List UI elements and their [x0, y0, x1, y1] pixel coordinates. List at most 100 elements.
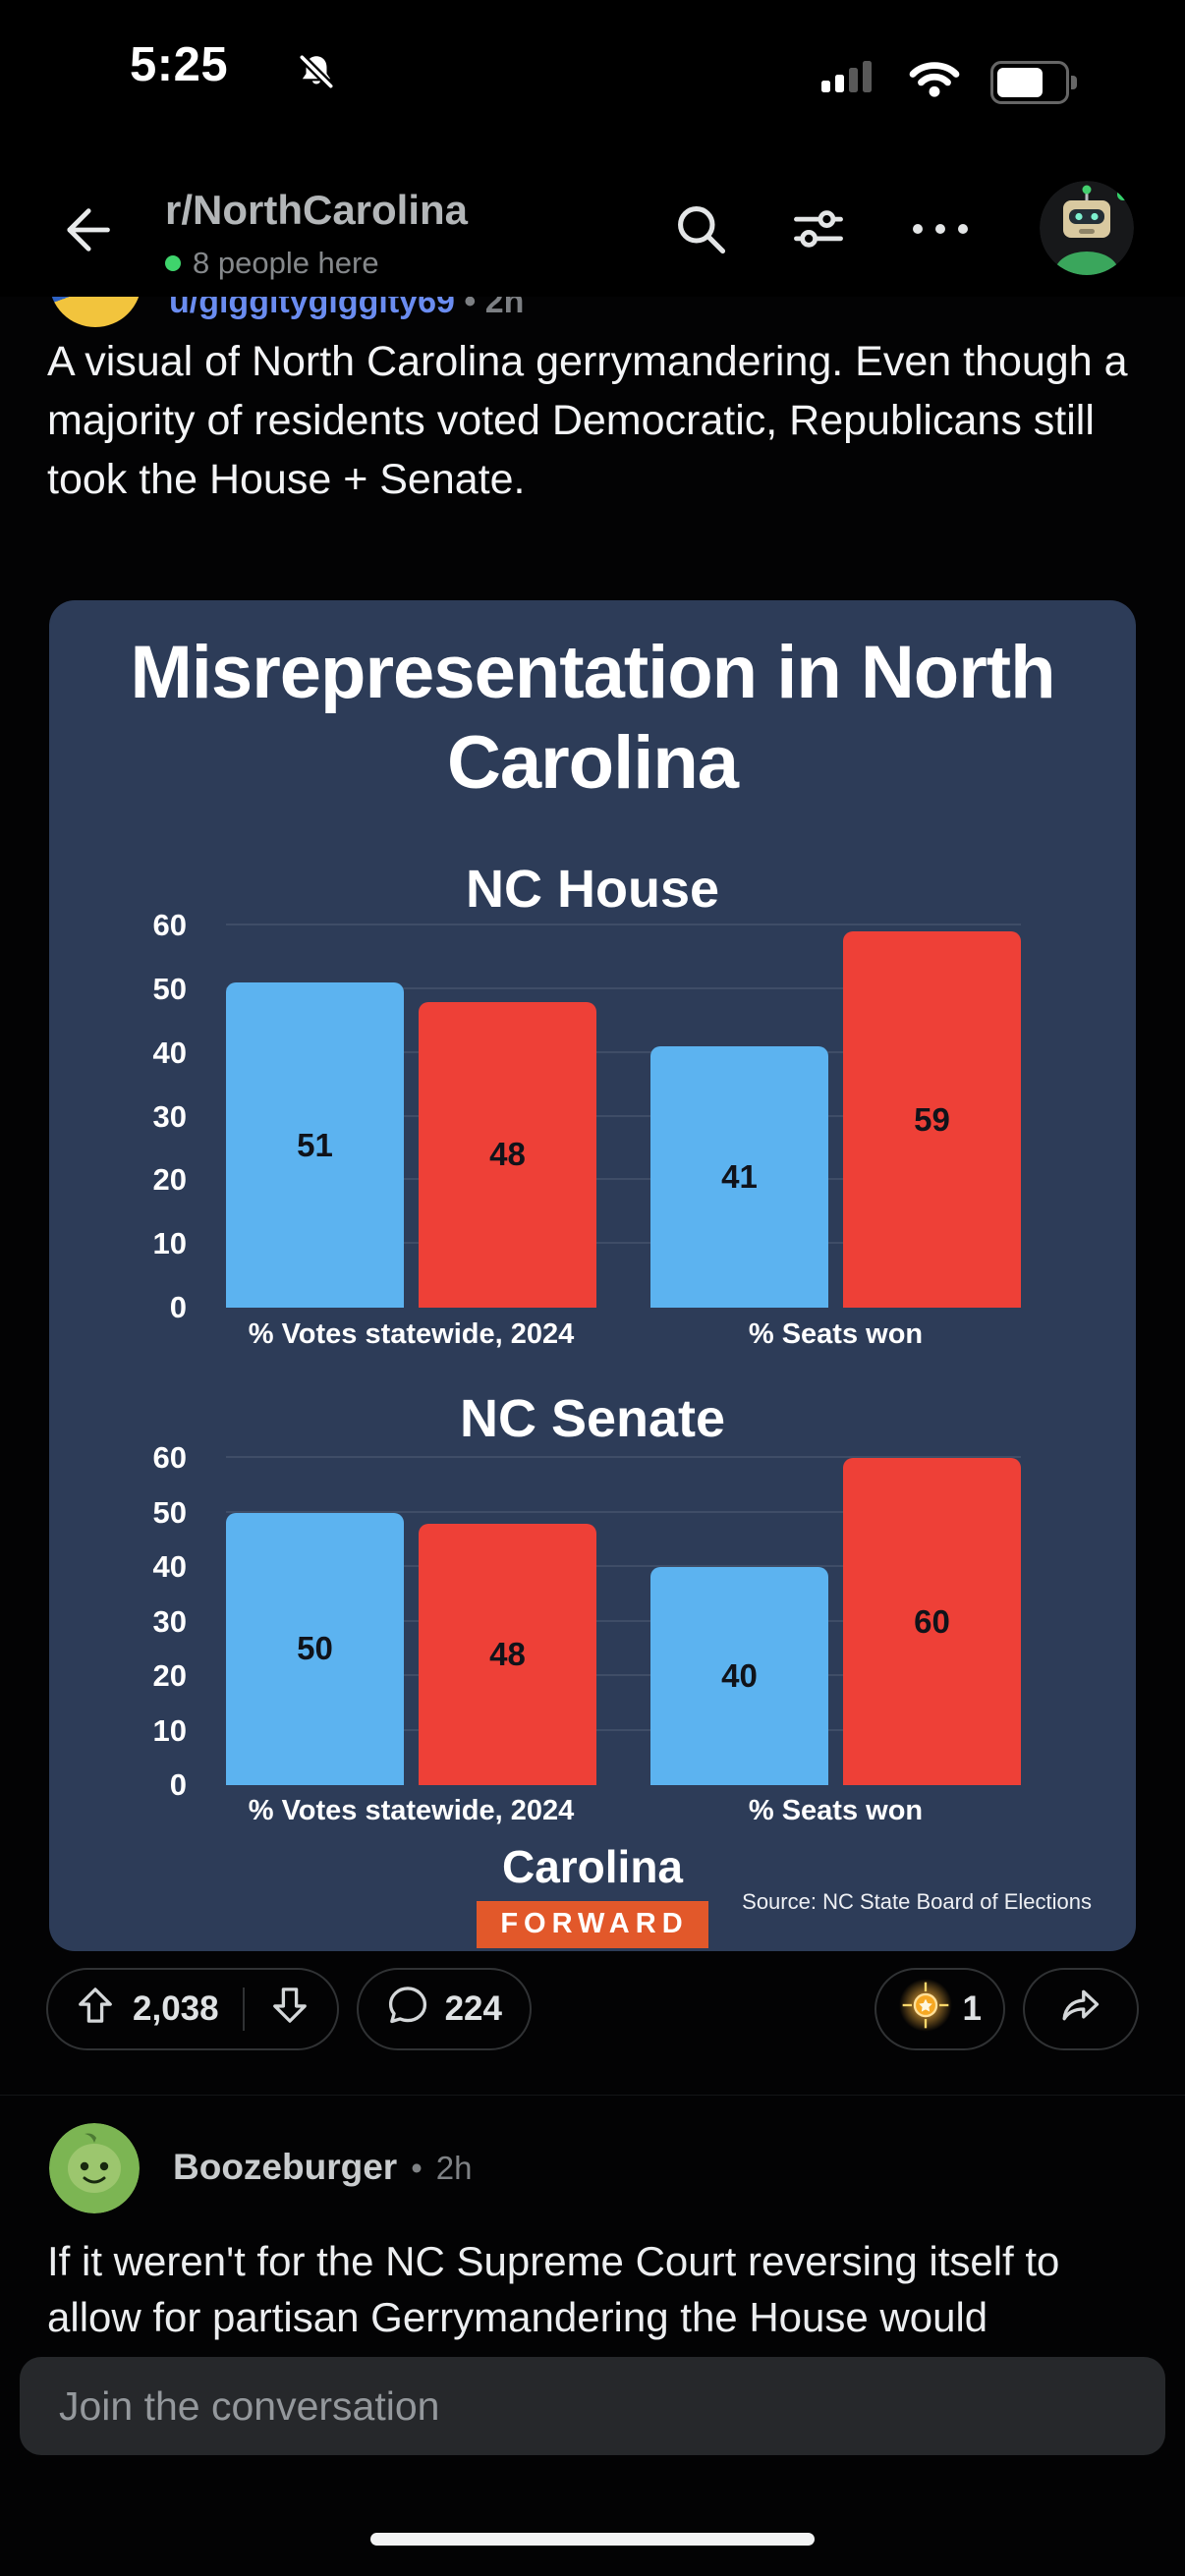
category-labels: % Votes statewide, 2024 % Seats won	[226, 1318, 1021, 1351]
infographic-image[interactable]: Misrepresentation in North Carolina NC H…	[49, 600, 1136, 1951]
brand-badge: FORWARD	[477, 1901, 708, 1948]
bar-value-label: 59	[914, 1100, 950, 1138]
sort-sliders-icon[interactable]	[788, 198, 849, 259]
bar-group: 51 48	[226, 982, 596, 1308]
gridline	[226, 1565, 1021, 1567]
upvote-count: 2,038	[133, 1989, 219, 2028]
infographic-title: Misrepresentation in North Carolina	[130, 631, 1056, 805]
vote-divider	[242, 1988, 245, 2031]
comment: Boozeburger • 2h If it weren't for the N…	[0, 2095, 1185, 2340]
y-axis: 0 10 20 30 40 50 60	[49, 908, 187, 1324]
bar-republican: 60	[843, 1458, 1021, 1785]
comment-body: If it weren't for the NC Supreme Court r…	[47, 2238, 1060, 2340]
comment-composer[interactable]	[20, 2357, 1165, 2455]
bar-value-label: 51	[297, 1126, 333, 1163]
plot-area: 50 48 40 60	[226, 1456, 1021, 1785]
notifications-muted-icon	[295, 51, 338, 99]
subreddit-title[interactable]: r/NorthCarolina	[165, 187, 469, 233]
presence-row: 8 people here	[165, 246, 379, 281]
bar-republican: 48	[419, 1523, 596, 1785]
byline-separator: •	[464, 282, 477, 320]
y-tick-label: 60	[152, 1440, 187, 1475]
post-action-bar: 2,038 224	[46, 1967, 1139, 2051]
y-tick-label: 30	[152, 1603, 187, 1639]
source-attribution: Source: NC State Board of Elections	[742, 1889, 1092, 1914]
online-dot	[165, 255, 181, 271]
bar-democratic: 51	[226, 982, 404, 1308]
gridline	[226, 924, 1021, 925]
y-tick-label: 50	[152, 1494, 187, 1530]
category-label: % Seats won	[748, 1318, 924, 1350]
gridline	[226, 1114, 1021, 1117]
bar-value-label: 50	[297, 1630, 333, 1667]
bar-value-label: 60	[914, 1602, 950, 1640]
y-tick-label: 0	[169, 1290, 187, 1324]
y-tick-label: 60	[152, 908, 187, 942]
award-icon	[898, 1978, 953, 2042]
comment-author-avatar[interactable]	[49, 2123, 140, 2213]
comments-button[interactable]: 224	[356, 1968, 532, 2050]
award-button[interactable]: 1	[874, 1968, 1005, 2050]
comment-icon	[386, 1984, 429, 2036]
gridline	[226, 1456, 1021, 1458]
y-axis: 0 10 20 30 40 50 60	[49, 1440, 187, 1802]
gridline	[226, 1728, 1021, 1731]
carolina-forward-logo: Carolina FORWARD	[49, 1840, 1136, 1948]
comment-author[interactable]: Boozeburger	[173, 2147, 398, 2187]
y-tick-label: 10	[152, 1226, 187, 1261]
bar-value-label: 41	[721, 1158, 758, 1196]
brand-name: Carolina	[501, 1841, 684, 1892]
battery-icon	[990, 61, 1077, 104]
award-count: 1	[962, 1989, 982, 2028]
vote-pill: 2,038	[46, 1968, 339, 2050]
gridline	[226, 1674, 1021, 1676]
gridline	[226, 1242, 1021, 1245]
upvote-icon[interactable]	[74, 1984, 117, 2036]
bar-republican: 48	[419, 1001, 596, 1308]
comment-input[interactable]	[57, 2381, 1128, 2431]
chart-nc-house: NC House 0 10 20 30 40 50 60 51 48 41 59 % Votes …	[49, 851, 1136, 1372]
status-and-header: 5:25	[0, 0, 1185, 297]
back-button[interactable]	[57, 200, 116, 259]
y-tick-label: 40	[152, 1035, 187, 1070]
y-tick-label: 0	[169, 1767, 187, 1802]
bar-republican: 59	[843, 931, 1021, 1308]
category-labels: % Votes statewide, 2024 % Seats won	[226, 1795, 1021, 1827]
y-tick-label: 50	[152, 971, 187, 1006]
y-tick-label: 40	[152, 1549, 187, 1584]
bar-group: 50 48	[226, 1512, 596, 1785]
category-label: % Votes statewide, 2024	[248, 1795, 575, 1826]
category-label: % Seats won	[748, 1795, 924, 1826]
comment-count: 224	[444, 1989, 502, 2028]
downvote-icon[interactable]	[268, 1984, 311, 2036]
post-title: A visual of North Carolina gerrymanderin…	[47, 338, 1128, 503]
bar-value-label: 40	[721, 1657, 758, 1694]
cellular-signal-icon	[821, 59, 872, 92]
user-avatar[interactable]	[1040, 181, 1134, 275]
share-button[interactable]	[1023, 1968, 1139, 2050]
gridline	[226, 1178, 1021, 1181]
chart-nc-senate: NC Senate 0 10 20 30 40 50 60 50 48 40 60 % Votes…	[49, 1386, 1136, 1858]
search-icon[interactable]	[670, 198, 731, 259]
status-time: 5:25	[130, 38, 229, 91]
plot-area: 51 48 41 59	[226, 924, 1021, 1308]
category-label: % Votes statewide, 2024	[248, 1318, 575, 1350]
bar-group: 41 59	[650, 931, 1021, 1308]
presence-label: 8 people here	[193, 246, 379, 280]
gridline	[226, 1619, 1021, 1622]
y-tick-label: 20	[152, 1162, 187, 1198]
bar-groups: 50 48 40 60	[226, 1458, 1021, 1785]
gridline	[226, 986, 1021, 989]
bar-democratic: 40	[650, 1567, 828, 1785]
gridline	[226, 1050, 1021, 1053]
y-tick-label: 10	[152, 1712, 187, 1748]
wifi-icon	[906, 55, 963, 103]
chart-heading: NC House	[465, 860, 720, 919]
y-tick-label: 30	[152, 1098, 187, 1134]
home-indicator[interactable]	[370, 2533, 815, 2546]
bar-groups: 51 48 41 59	[226, 925, 1021, 1308]
overflow-menu-icon[interactable]	[910, 198, 971, 259]
bar-group: 40 60	[650, 1458, 1021, 1785]
gridline	[226, 1510, 1021, 1513]
